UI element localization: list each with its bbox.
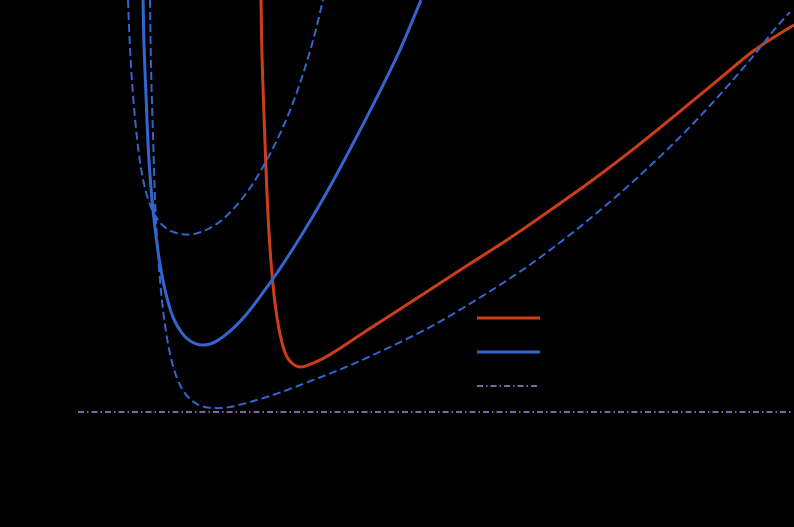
series-blue-solid — [141, 0, 423, 347]
series-blue-dashed-lower — [149, 0, 791, 410]
series-red-solid — [259, 0, 794, 369]
legend — [477, 316, 540, 387]
series-blue-dashed-upper — [127, 0, 324, 236]
